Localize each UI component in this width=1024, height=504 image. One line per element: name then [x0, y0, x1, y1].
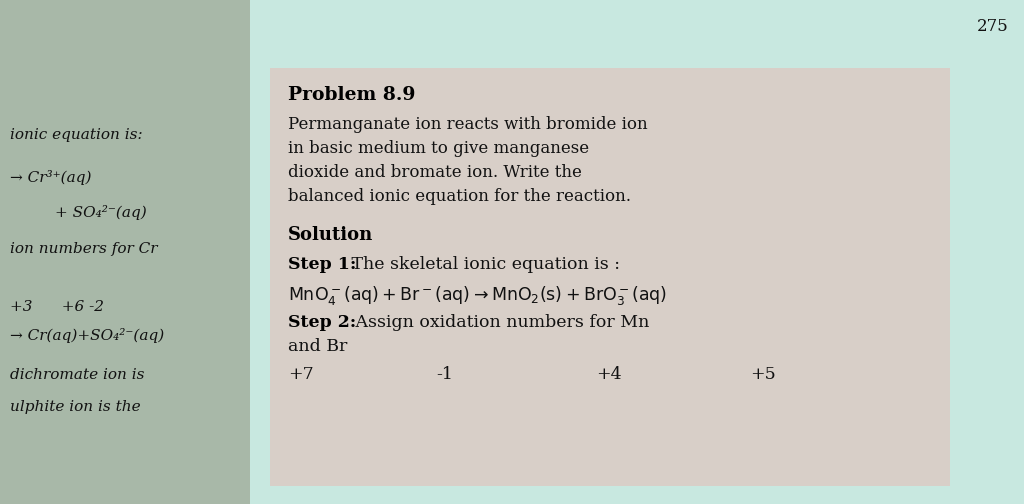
Text: +4: +4: [596, 366, 622, 383]
Text: Solution: Solution: [288, 226, 374, 244]
Text: Assign oxidation numbers for Mn: Assign oxidation numbers for Mn: [350, 314, 649, 331]
Text: + SO₄²⁻(aq): + SO₄²⁻(aq): [55, 205, 146, 220]
Text: dioxide and bromate ion. Write the: dioxide and bromate ion. Write the: [288, 164, 582, 181]
Text: Problem 8.9: Problem 8.9: [288, 86, 416, 104]
Text: The skeletal ionic equation is :: The skeletal ionic equation is :: [346, 256, 620, 273]
Text: +5: +5: [750, 366, 776, 383]
Text: in basic medium to give manganese: in basic medium to give manganese: [288, 140, 589, 157]
Text: Step 1:: Step 1:: [288, 256, 356, 273]
Text: -1: -1: [436, 366, 453, 383]
FancyBboxPatch shape: [270, 68, 950, 486]
Text: +3      +6 -2: +3 +6 -2: [10, 300, 104, 314]
Text: ulphite ion is the: ulphite ion is the: [10, 400, 140, 414]
Text: ion numbers for Cr: ion numbers for Cr: [10, 242, 158, 256]
Text: Step 2:: Step 2:: [288, 314, 356, 331]
Text: $\mathregular{MnO_4^-(aq) + Br^-(aq) \rightarrow MnO_2(s) + BrO_3^-(aq)}$: $\mathregular{MnO_4^-(aq) + Br^-(aq) \ri…: [288, 284, 668, 307]
Text: +7: +7: [288, 366, 313, 383]
Text: dichromate ion is: dichromate ion is: [10, 368, 144, 382]
FancyBboxPatch shape: [0, 0, 250, 504]
Text: and Br: and Br: [288, 338, 347, 355]
Text: Permanganate ion reacts with bromide ion: Permanganate ion reacts with bromide ion: [288, 116, 647, 133]
Text: → Cr(aq)+SO₄²⁻(aq): → Cr(aq)+SO₄²⁻(aq): [10, 328, 164, 343]
Text: 275: 275: [977, 18, 1009, 35]
Text: balanced ionic equation for the reaction.: balanced ionic equation for the reaction…: [288, 188, 631, 205]
Text: → Cr³⁺(aq): → Cr³⁺(aq): [10, 170, 91, 185]
Text: ionic equation is:: ionic equation is:: [10, 128, 142, 142]
